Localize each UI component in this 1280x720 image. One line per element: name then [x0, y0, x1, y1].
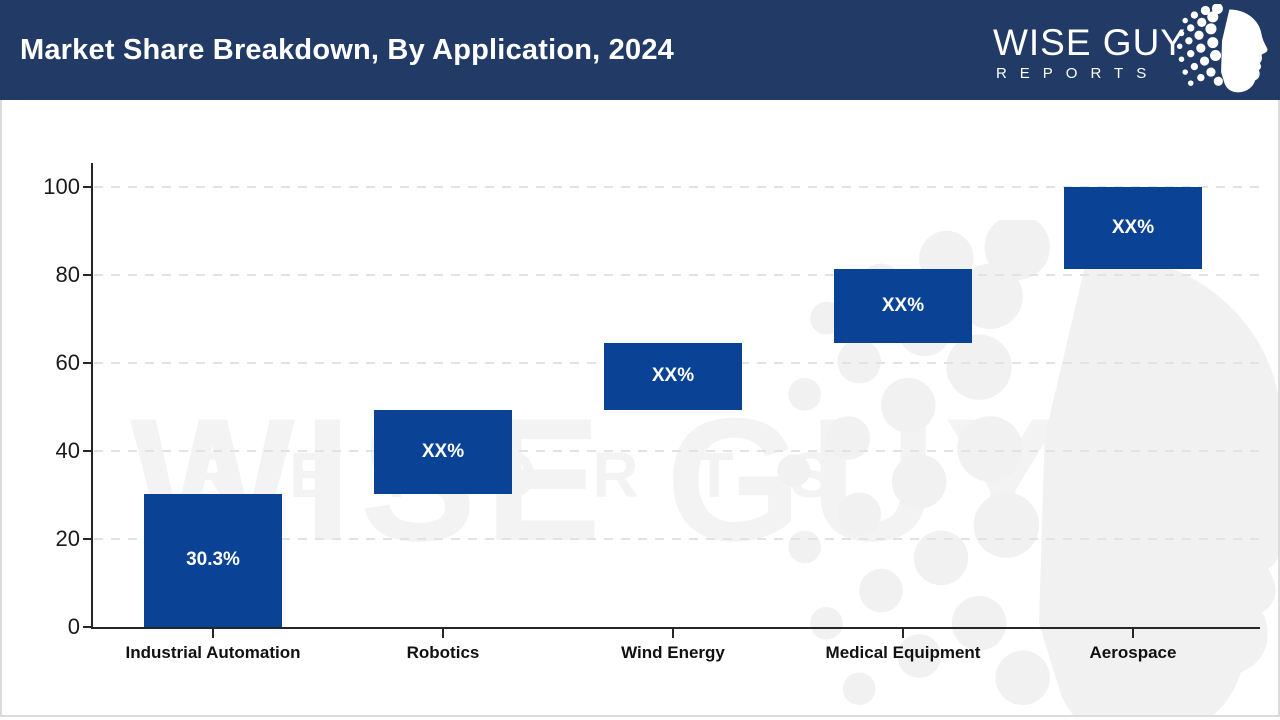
y-tick-label-40: 40: [55, 438, 80, 463]
bar-value-label: XX%: [1111, 217, 1155, 239]
y-tick-label-0: 0: [67, 614, 80, 639]
bar-value-label: XX%: [421, 440, 465, 462]
x-tick-mark-medical-equipment: [902, 629, 904, 638]
x-axis-line: [91, 627, 1260, 629]
x-tick-mark-robotics: [442, 629, 444, 638]
gridline-40: [94, 450, 1260, 452]
y-tick-mark-80: [83, 274, 91, 276]
bar-aerospace: XX%: [1064, 187, 1202, 270]
x-tick-mark-wind-energy: [672, 629, 674, 638]
bar-value-label: XX%: [881, 295, 925, 317]
y-tick-mark-100: [83, 186, 91, 188]
chart-panel: WISE GUY REPORTS 30.3% XX% XX% XX% XX% 0 20 40…: [0, 100, 1280, 717]
page-title: Market Share Breakdown, By Application, …: [20, 33, 674, 66]
gridline-80: [94, 274, 1260, 276]
wise-guy-head-icon: [1176, 4, 1268, 93]
brand-logo: WISE GUY REPORTS: [993, 4, 1268, 96]
header-bar: Market Share Breakdown, By Application, …: [0, 0, 1280, 100]
bar-robotics: XX%: [374, 410, 512, 494]
y-tick-mark-40: [83, 450, 91, 452]
brand-subtitle: REPORTS: [995, 65, 1160, 83]
y-tick-label-60: 60: [55, 350, 80, 375]
y-tick-label-100: 100: [43, 174, 80, 199]
y-axis-line: [91, 163, 93, 629]
x-category-label-industrial-automation: Industrial Automation: [125, 643, 301, 662]
brand-logo-text: WISE GUY REPORTS: [992, 21, 1186, 83]
bar-industrial-automation: 30.3%: [144, 493, 282, 627]
x-tick-mark-aerospace: [1132, 629, 1134, 638]
gridline-100: [94, 186, 1260, 188]
x-category-label-aerospace: Aerospace: [1089, 643, 1177, 662]
x-category-label-wind-energy: Wind Energy: [621, 643, 725, 662]
x-category-label-medical-equipment: Medical Equipment: [825, 643, 981, 662]
brand-name: WISE GUY: [992, 21, 1186, 63]
y-tick-mark-20: [83, 538, 91, 540]
bar-value-label: XX%: [651, 365, 695, 387]
bar-medical-equipment: XX%: [834, 269, 972, 344]
x-tick-mark-industrial-automation: [212, 629, 214, 638]
bar-value-label: 30.3%: [186, 549, 240, 571]
bar-wind-energy: XX%: [604, 343, 742, 410]
x-category-label-robotics: Robotics: [406, 643, 480, 662]
y-tick-mark-60: [83, 362, 91, 364]
y-tick-label-20: 20: [55, 526, 80, 551]
y-tick-label-80: 80: [55, 262, 80, 287]
gridline-20: [94, 538, 1260, 540]
y-tick-mark-0: [83, 626, 91, 628]
